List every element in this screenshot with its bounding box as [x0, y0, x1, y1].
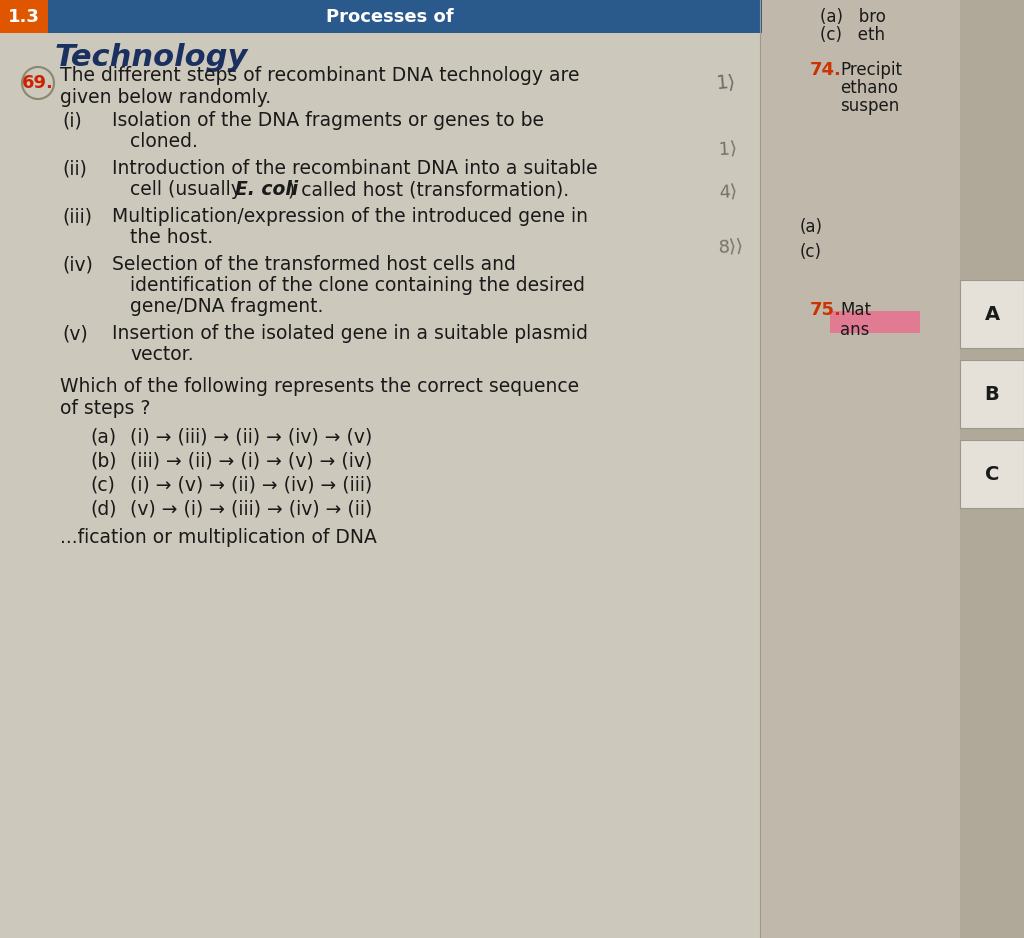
Text: cell (usually: cell (usually: [130, 180, 248, 199]
Bar: [760, 0, 1024, 938]
Text: 75.: 75.: [810, 301, 842, 319]
Bar: [961, 440, 1024, 508]
Text: (c): (c): [90, 475, 115, 494]
Text: 1⟩: 1⟩: [718, 140, 737, 159]
Text: 4⟩: 4⟩: [718, 183, 737, 202]
Bar: [961, 0, 1024, 938]
Text: Selection of the transformed host cells and: Selection of the transformed host cells …: [112, 255, 516, 274]
Text: identification of the clone containing the desired: identification of the clone containing t…: [130, 276, 585, 295]
Text: the host.: the host.: [130, 228, 213, 247]
Text: Processes of: Processes of: [327, 8, 454, 26]
Text: (a): (a): [90, 427, 116, 446]
Text: ans: ans: [840, 321, 869, 339]
Text: 1.3: 1.3: [8, 8, 40, 26]
Text: (b): (b): [90, 451, 117, 470]
Bar: [0, 0, 762, 33]
Text: given below randomly.: given below randomly.: [60, 88, 271, 107]
Text: cloned.: cloned.: [130, 132, 198, 151]
Text: (a)   bro: (a) bro: [820, 8, 886, 26]
Text: Precipit: Precipit: [840, 61, 902, 79]
Text: (iv): (iv): [62, 255, 93, 274]
Text: C: C: [985, 464, 999, 483]
Text: (i): (i): [62, 111, 82, 130]
Text: (i) → (v) → (ii) → (iv) → (iii): (i) → (v) → (ii) → (iv) → (iii): [130, 475, 373, 494]
Text: Insertion of the isolated gene in a suitable plasmid: Insertion of the isolated gene in a suit…: [112, 324, 588, 343]
Text: ...fication or multiplication of DNA: ...fication or multiplication of DNA: [60, 528, 377, 547]
Bar: [961, 360, 1024, 428]
Text: 1⟩: 1⟩: [715, 71, 736, 92]
Bar: [961, 280, 1024, 348]
Text: Mat: Mat: [840, 301, 871, 319]
Text: gene/DNA fragment.: gene/DNA fragment.: [130, 297, 324, 316]
Text: 74.: 74.: [810, 61, 842, 79]
Text: (d): (d): [90, 499, 117, 518]
Text: (i) → (iii) → (ii) → (iv) → (v): (i) → (iii) → (ii) → (iv) → (v): [130, 427, 373, 446]
Text: ethano: ethano: [840, 79, 898, 97]
Text: ) called host (transformation).: ) called host (transformation).: [288, 180, 568, 199]
Text: of steps ?: of steps ?: [60, 399, 151, 418]
Text: (v) → (i) → (iii) → (iv) → (ii): (v) → (i) → (iii) → (iv) → (ii): [130, 499, 373, 518]
Text: Multiplication/expression of the introduced gene in: Multiplication/expression of the introdu…: [112, 207, 588, 226]
Text: 69.: 69.: [23, 74, 54, 92]
Text: (iii): (iii): [62, 207, 92, 226]
Text: (ii): (ii): [62, 159, 87, 178]
Text: Introduction of the recombinant DNA into a suitable: Introduction of the recombinant DNA into…: [112, 159, 598, 178]
Text: suspen: suspen: [840, 97, 899, 115]
Text: Isolation of the DNA fragments or genes to be: Isolation of the DNA fragments or genes …: [112, 111, 544, 130]
Text: vector.: vector.: [130, 345, 194, 364]
Text: 8⟩⟩: 8⟩⟩: [718, 238, 744, 257]
Text: B: B: [985, 385, 999, 403]
Bar: [830, 311, 920, 333]
Text: Which of the following represents the correct sequence: Which of the following represents the co…: [60, 377, 580, 396]
Text: (c)   eth: (c) eth: [820, 26, 885, 44]
Text: The different steps of recombinant DNA technology are: The different steps of recombinant DNA t…: [60, 66, 580, 85]
Text: (a): (a): [800, 218, 823, 236]
Text: E. coli: E. coli: [234, 180, 298, 199]
Text: (iii) → (ii) → (i) → (v) → (iv): (iii) → (ii) → (i) → (v) → (iv): [130, 451, 373, 470]
Text: A: A: [984, 305, 999, 324]
Text: (c): (c): [800, 243, 822, 261]
Bar: [0, 0, 48, 33]
Text: (v): (v): [62, 324, 88, 343]
Text: Technology: Technology: [55, 43, 249, 72]
